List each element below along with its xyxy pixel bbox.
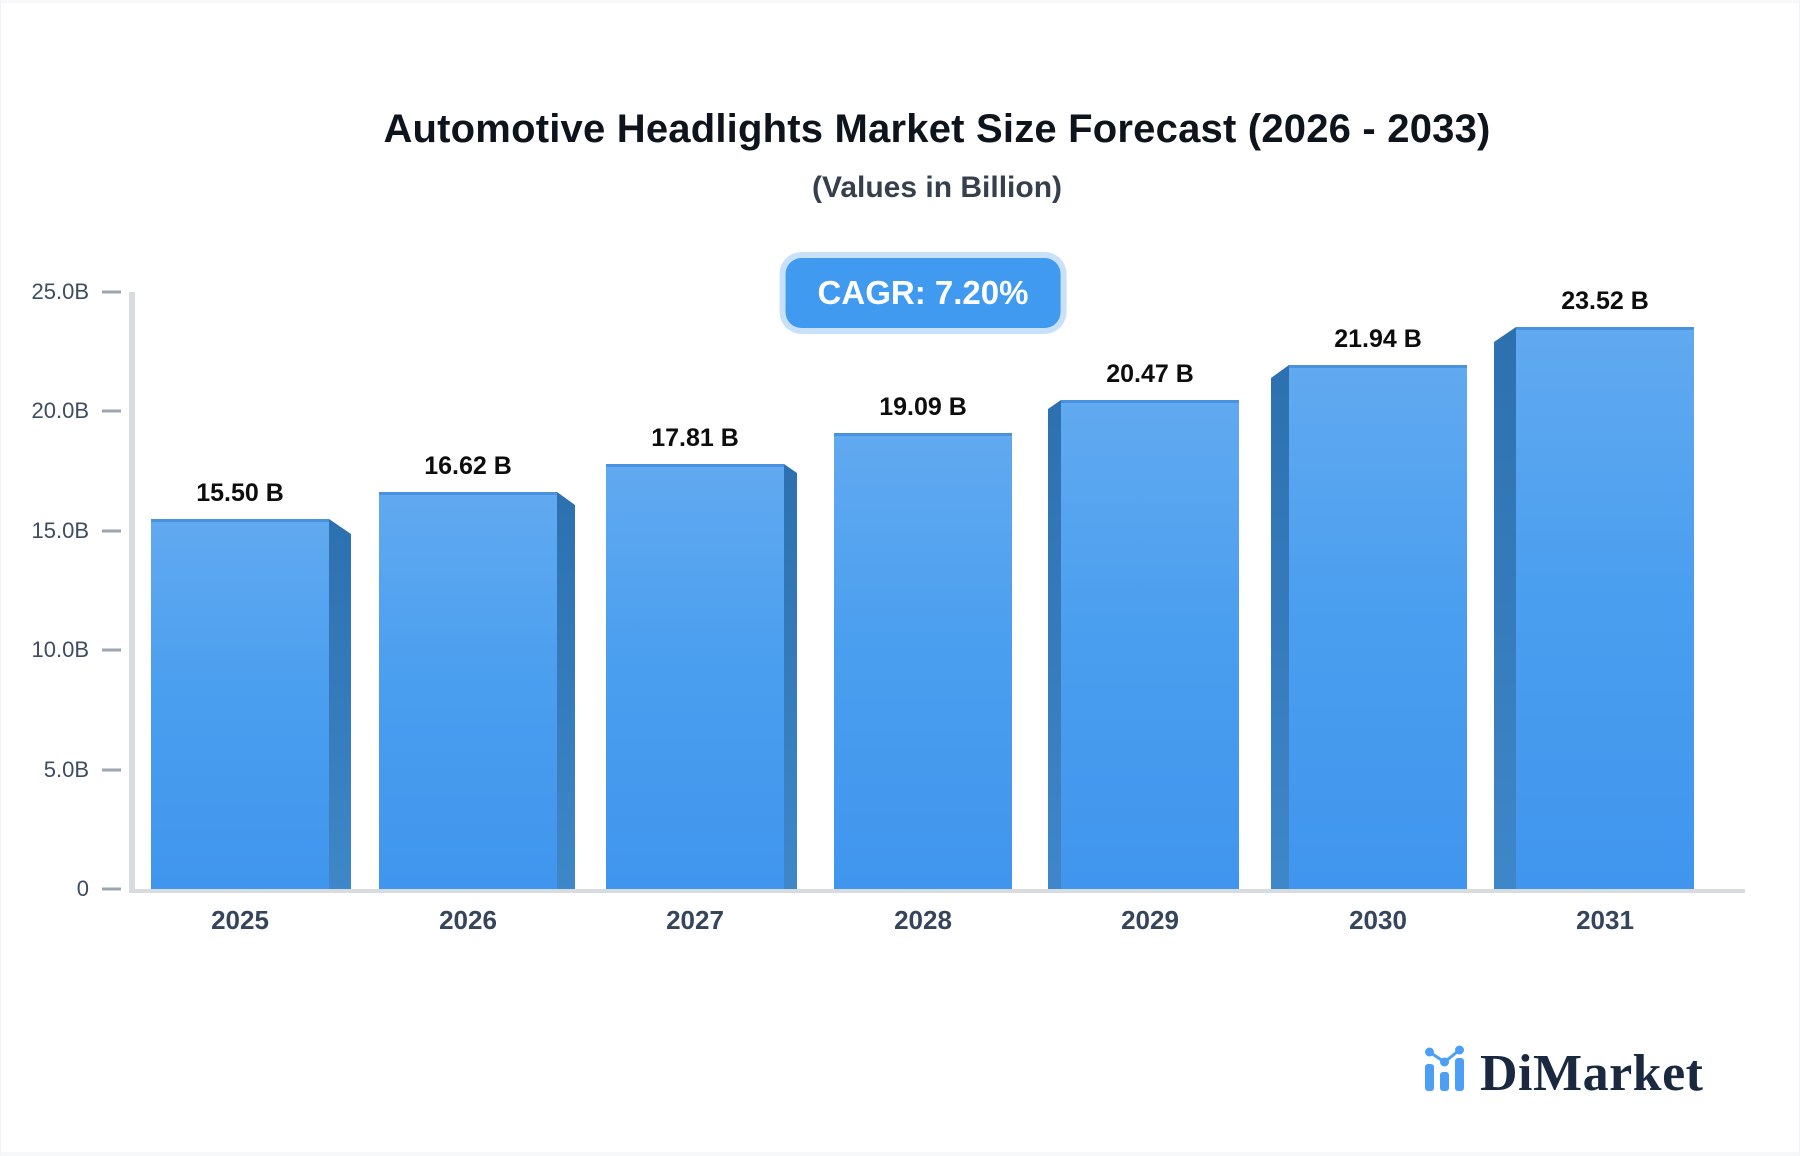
x-category-label-2026: 2026 <box>439 905 497 935</box>
bar-3d-side-2026 <box>557 492 575 889</box>
bar-2031 <box>1516 327 1694 889</box>
y-tick-label: 25.0B <box>31 279 90 304</box>
bar-2026 <box>379 492 557 889</box>
brand-watermark: DiMarket <box>1422 1043 1704 1102</box>
bar-2028 <box>834 433 1012 889</box>
bar-2027 <box>606 464 784 889</box>
y-tick-mark <box>102 648 121 652</box>
bar-value-label-2029: 20.47 B <box>1106 360 1194 388</box>
bar-value-label-2030: 21.94 B <box>1334 325 1422 353</box>
y-tick-label: 10.0B <box>31 637 90 663</box>
y-tick-mark <box>102 290 121 294</box>
brand-logo-text: DiMarket <box>1480 1045 1704 1102</box>
x-category-label-2029: 2029 <box>1121 905 1179 935</box>
y-tick-label: 0 <box>76 876 89 901</box>
y-tick-mark <box>102 529 121 533</box>
bar-value-label-2025: 15.50 B <box>196 479 284 507</box>
chart-title: Automotive Headlights Market Size Foreca… <box>383 107 1491 151</box>
y-tick-label: 15.0B <box>31 517 90 543</box>
bar-3d-side-2030 <box>1271 365 1289 889</box>
x-category-label-2030: 2030 <box>1349 905 1407 935</box>
x-category-label-2028: 2028 <box>894 905 952 935</box>
bar-3d-side-2027 <box>784 464 797 889</box>
y-tick-label: 20.0B <box>31 398 90 424</box>
bar-3d-side-2025 <box>329 519 351 889</box>
chart-subtitle: (Values in Billion) <box>811 171 1063 204</box>
bar-3d-side-2029 <box>1048 400 1061 889</box>
x-category-label-2027: 2027 <box>666 905 724 935</box>
x-category-label-2025: 2025 <box>211 905 269 935</box>
y-tick-mark <box>102 887 121 891</box>
y-tick-mark <box>102 409 121 413</box>
y-axis-line <box>129 292 135 893</box>
cagr-badge: CAGR: 7.20% <box>785 258 1061 328</box>
bar-2030 <box>1289 365 1467 889</box>
x-axis-baseline <box>129 889 1745 893</box>
bar-value-label-2028: 19.09 B <box>879 393 967 421</box>
bar-chart-icon <box>1422 1043 1468 1098</box>
x-category-label-2031: 2031 <box>1576 905 1634 935</box>
bar-value-label-2026: 16.62 B <box>424 452 512 480</box>
y-tick-mark <box>102 768 121 772</box>
bar-2025 <box>151 519 329 889</box>
bar-value-label-2031: 23.52 B <box>1561 287 1649 315</box>
bar-2029 <box>1061 400 1239 889</box>
y-tick-label: 5.0B <box>43 756 89 782</box>
bar-3d-side-2031 <box>1494 327 1516 889</box>
bar-value-label-2027: 17.81 B <box>651 424 739 452</box>
